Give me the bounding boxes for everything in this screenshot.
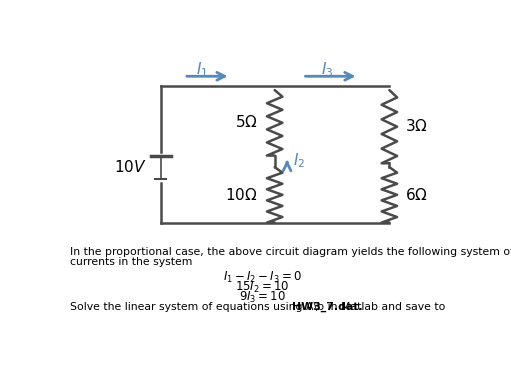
Text: $I_2$: $I_2$ [293, 152, 306, 170]
Text: currents in the system: currents in the system [70, 257, 193, 267]
Text: $10V$: $10V$ [114, 159, 147, 175]
Text: $I_3$: $I_3$ [321, 61, 334, 79]
Text: $9I_3 = 10$: $9I_3 = 10$ [239, 290, 286, 305]
Text: $5\Omega$: $5\Omega$ [235, 115, 258, 130]
Text: $I_1$: $I_1$ [196, 61, 208, 79]
Text: $10\Omega$: $10\Omega$ [225, 187, 258, 203]
Text: $15I_2 = 10$: $15I_2 = 10$ [235, 280, 290, 295]
Text: $3\Omega$: $3\Omega$ [405, 118, 428, 134]
Text: $6\Omega$: $6\Omega$ [405, 187, 428, 203]
Text: In the proportional case, the above circuit diagram yields the following system : In the proportional case, the above circ… [70, 247, 511, 257]
Text: Solve the linear system of equations using A\b in Matlab and save to: Solve the linear system of equations usi… [70, 302, 449, 312]
Text: $I_1 - I_2 - I_3 = 0$: $I_1 - I_2 - I_3 = 0$ [223, 270, 302, 285]
Text: HW3_7.dat.: HW3_7.dat. [292, 302, 363, 312]
